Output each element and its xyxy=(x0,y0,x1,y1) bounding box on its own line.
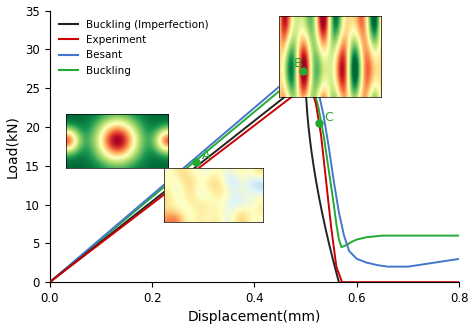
Text: B: B xyxy=(294,57,302,70)
X-axis label: Displacement(mm): Displacement(mm) xyxy=(188,311,321,324)
Text: A: A xyxy=(202,149,210,162)
Y-axis label: Load(kN): Load(kN) xyxy=(6,115,19,178)
Legend: Buckling (Imperfection), Experiment, Besant, Buckling: Buckling (Imperfection), Experiment, Bes… xyxy=(55,16,213,80)
Text: C: C xyxy=(325,111,333,124)
